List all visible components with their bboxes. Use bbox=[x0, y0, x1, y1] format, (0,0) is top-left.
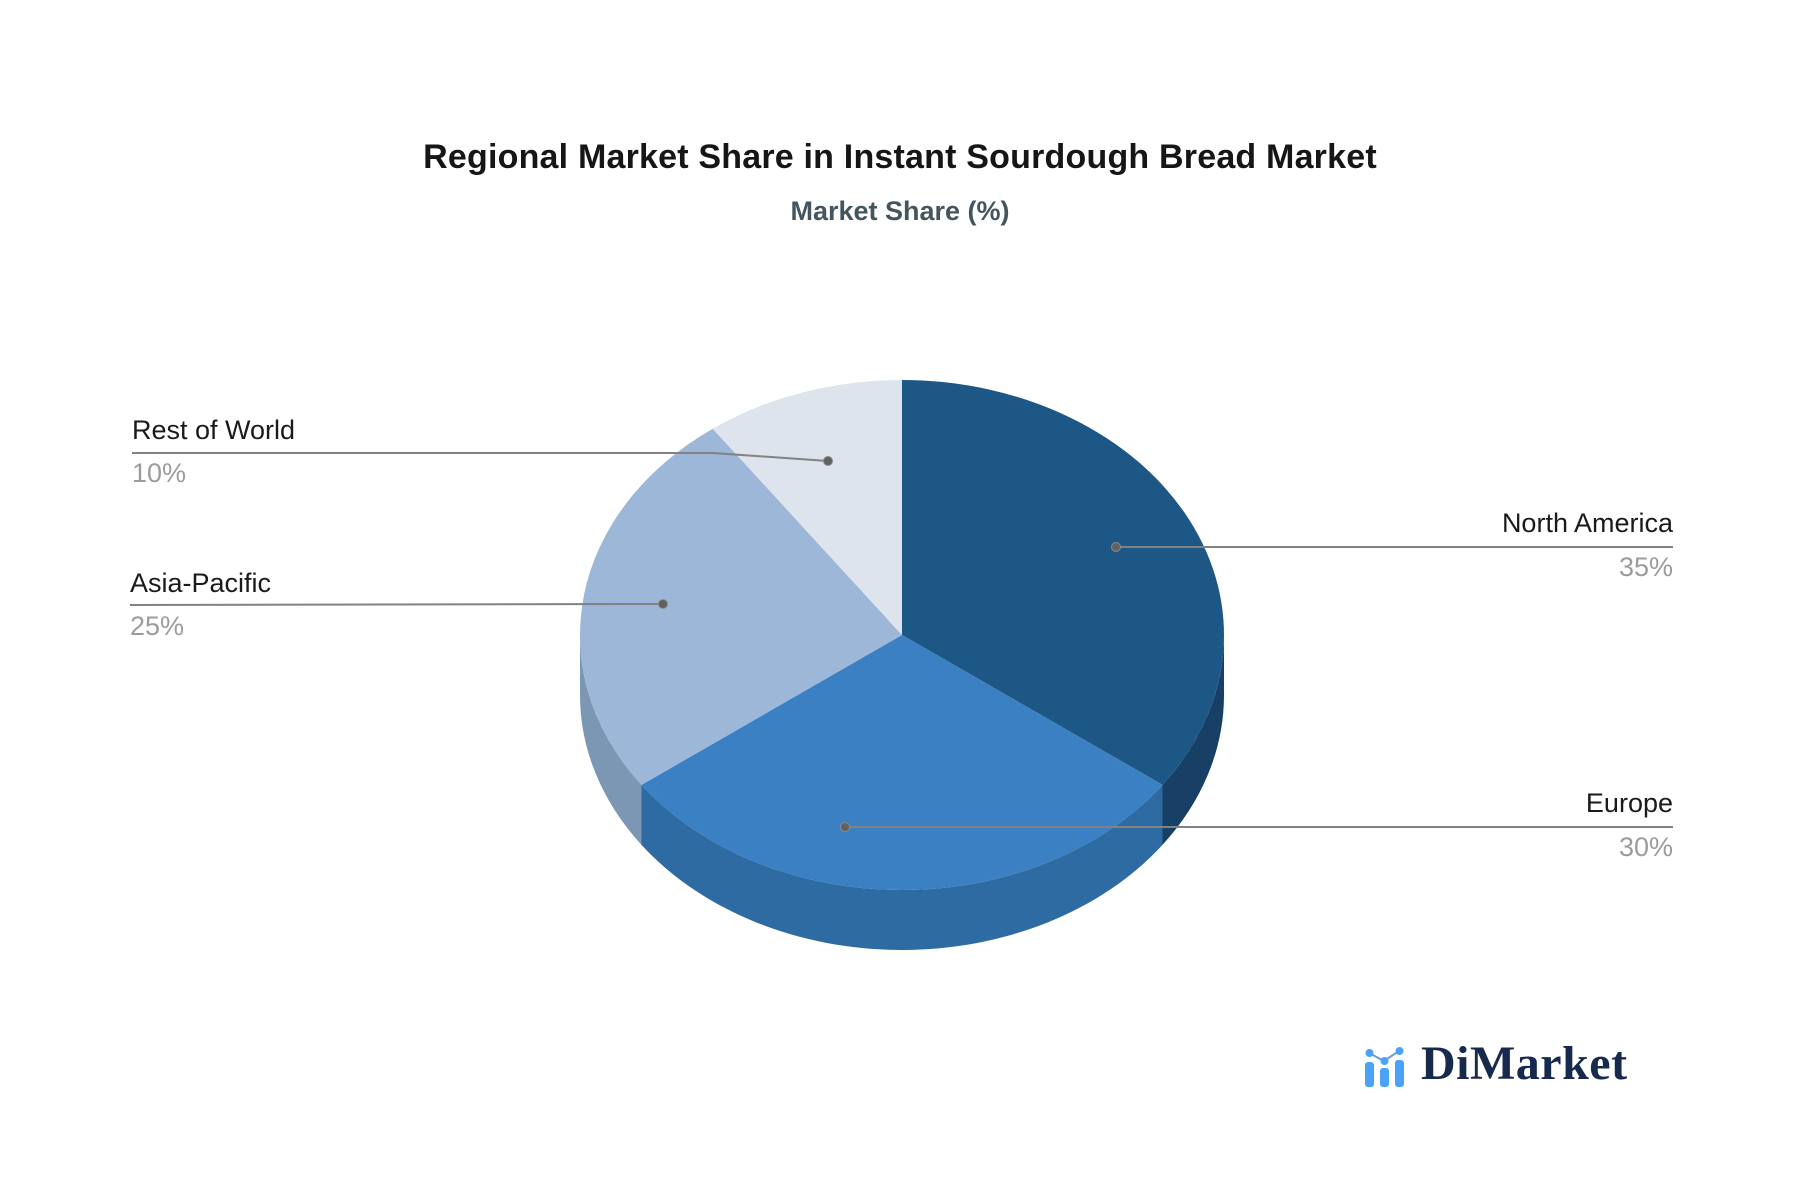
bar-line-chart-icon bbox=[1365, 1047, 1404, 1087]
pie-side-europe bbox=[641, 784, 1163, 950]
pie-side-north-america bbox=[1162, 635, 1224, 845]
pie-slice-rest-of-world[interactable] bbox=[712, 380, 902, 635]
slice-label-rest-of-world: Rest of World bbox=[132, 415, 296, 445]
slice-label-north-america: North America bbox=[1501, 508, 1673, 538]
chart-title: Regional Market Share in Instant Sourdou… bbox=[423, 138, 1377, 176]
pie-slice-north-america[interactable] bbox=[902, 380, 1224, 785]
chart-subtitle: Market Share (%) bbox=[790, 196, 1010, 226]
pie-side-asia-pacific bbox=[580, 635, 642, 845]
slice-value-rest-of-world: 10% bbox=[132, 458, 187, 488]
slice-label-asia-pacific: Asia-Pacific bbox=[130, 568, 272, 598]
slice-value-europe: 30% bbox=[1618, 832, 1673, 862]
pie-slice-asia-pacific[interactable] bbox=[580, 428, 902, 785]
leader-dot-rest-of-world bbox=[823, 456, 833, 466]
leader-line-rest-of-world bbox=[132, 452, 829, 462]
slice-value-asia-pacific: 25% bbox=[130, 611, 185, 641]
slice-label-europe: Europe bbox=[1585, 788, 1673, 818]
slice-value-north-america: 35% bbox=[1618, 552, 1673, 582]
dimarket-logo[interactable]: DiMarket bbox=[1363, 1040, 1628, 1088]
logo-text: DiMarket bbox=[1421, 1037, 1628, 1090]
leader-line-asia-pacific bbox=[129, 603, 664, 606]
leader-dot-europe bbox=[840, 822, 850, 832]
leader-dot-north-america bbox=[1111, 542, 1121, 552]
leader-dot-asia-pacific bbox=[658, 599, 668, 609]
